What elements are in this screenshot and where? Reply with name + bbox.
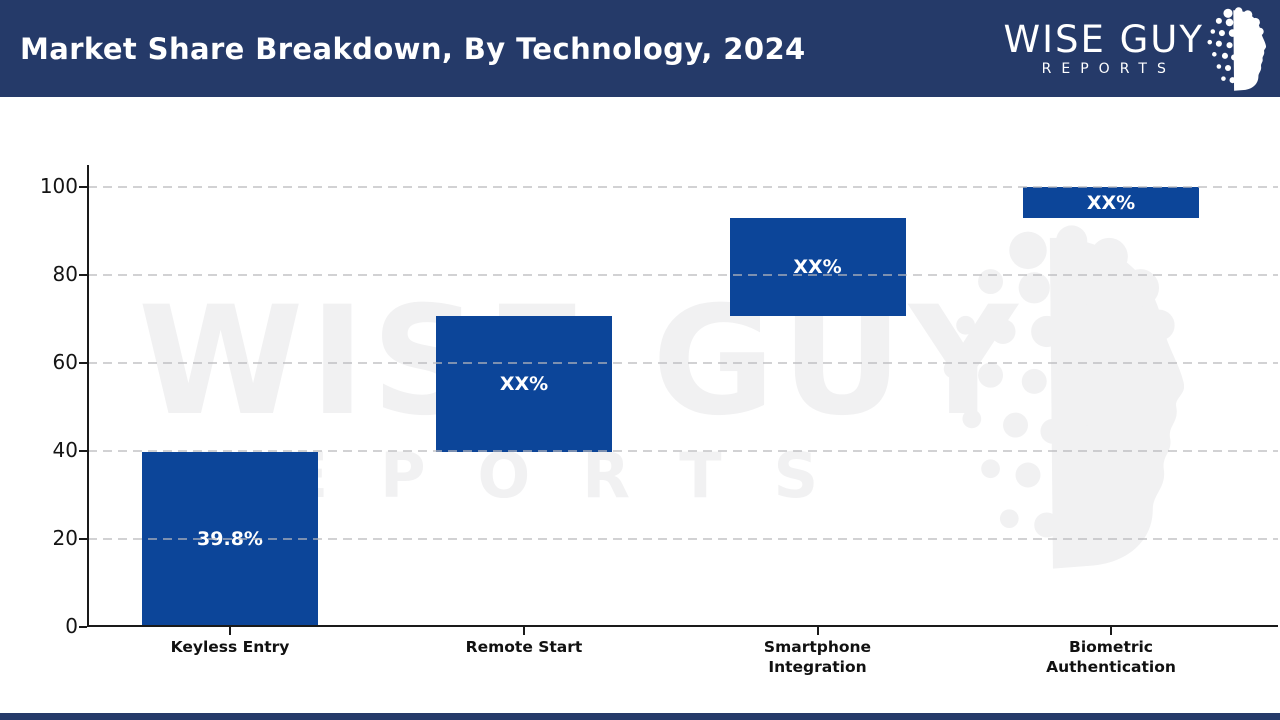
logo-text: WISE GUY REPORTS	[1004, 21, 1204, 76]
logo-subtitle: REPORTS	[1041, 61, 1176, 77]
y-axis-tick-label: 80	[52, 262, 78, 286]
logo-face-icon	[1207, 6, 1266, 91]
x-axis-tick	[229, 627, 231, 635]
bar-smartphone-integration[interactable]: XX%	[729, 218, 906, 317]
y-axis-tick	[79, 538, 87, 540]
y-axis-tick	[79, 274, 87, 276]
footer-accent-bar	[0, 713, 1280, 720]
x-axis-category-label-biometric-authentication: Biometric Authentication	[1046, 638, 1176, 677]
x-axis-category-label-remote-start: Remote Start	[465, 638, 583, 656]
gridline-y-80	[88, 274, 1278, 276]
x-axis-line	[87, 625, 1278, 627]
bar-remote-start[interactable]: XX%	[436, 316, 612, 452]
y-axis-tick	[79, 362, 87, 364]
y-axis-tick-label: 0	[65, 614, 78, 638]
x-axis-category-label-keyless-entry: Keyless Entry	[170, 638, 290, 656]
gridline-y-40	[88, 450, 1278, 452]
y-axis-tick	[79, 450, 87, 452]
y-axis-tick-label: 100	[39, 174, 78, 198]
logo-wordmark: WISE GUY	[1003, 18, 1204, 61]
gridline-y-100	[88, 186, 1278, 188]
gridline-y-20	[88, 538, 1278, 540]
y-axis-line	[87, 165, 89, 627]
bar-biometric-authentication[interactable]: XX%	[1023, 187, 1199, 219]
chart-plot-area: WISE GUY REPORTS 02040608010039.8%Keyles…	[0, 97, 1280, 713]
watermark-face-icon	[943, 225, 1184, 569]
bar-value-label-remote-start: XX%	[499, 373, 549, 396]
gridline-y-60	[88, 362, 1278, 364]
x-axis-tick	[816, 627, 819, 635]
x-axis-tick	[523, 627, 525, 635]
y-axis-tick-label: 40	[52, 438, 78, 462]
wise-guy-reports-logo: WISE GUY REPORTS	[1004, 6, 1266, 91]
y-axis-tick-label: 60	[52, 350, 78, 374]
header: Market Share Breakdown, By Technology, 2…	[0, 0, 1280, 97]
x-axis-tick	[1110, 627, 1112, 635]
bar-value-label-biometric-authentication: XX%	[1086, 191, 1136, 214]
y-axis-tick	[79, 626, 87, 628]
y-axis-tick	[79, 186, 87, 188]
bar-value-label-smartphone-integration: XX%	[793, 256, 842, 279]
page-title: Market Share Breakdown, By Technology, 2…	[20, 31, 806, 66]
y-axis-tick-label: 20	[52, 526, 78, 550]
x-axis-category-label-smartphone-integration: Smartphone Integration	[763, 638, 872, 677]
